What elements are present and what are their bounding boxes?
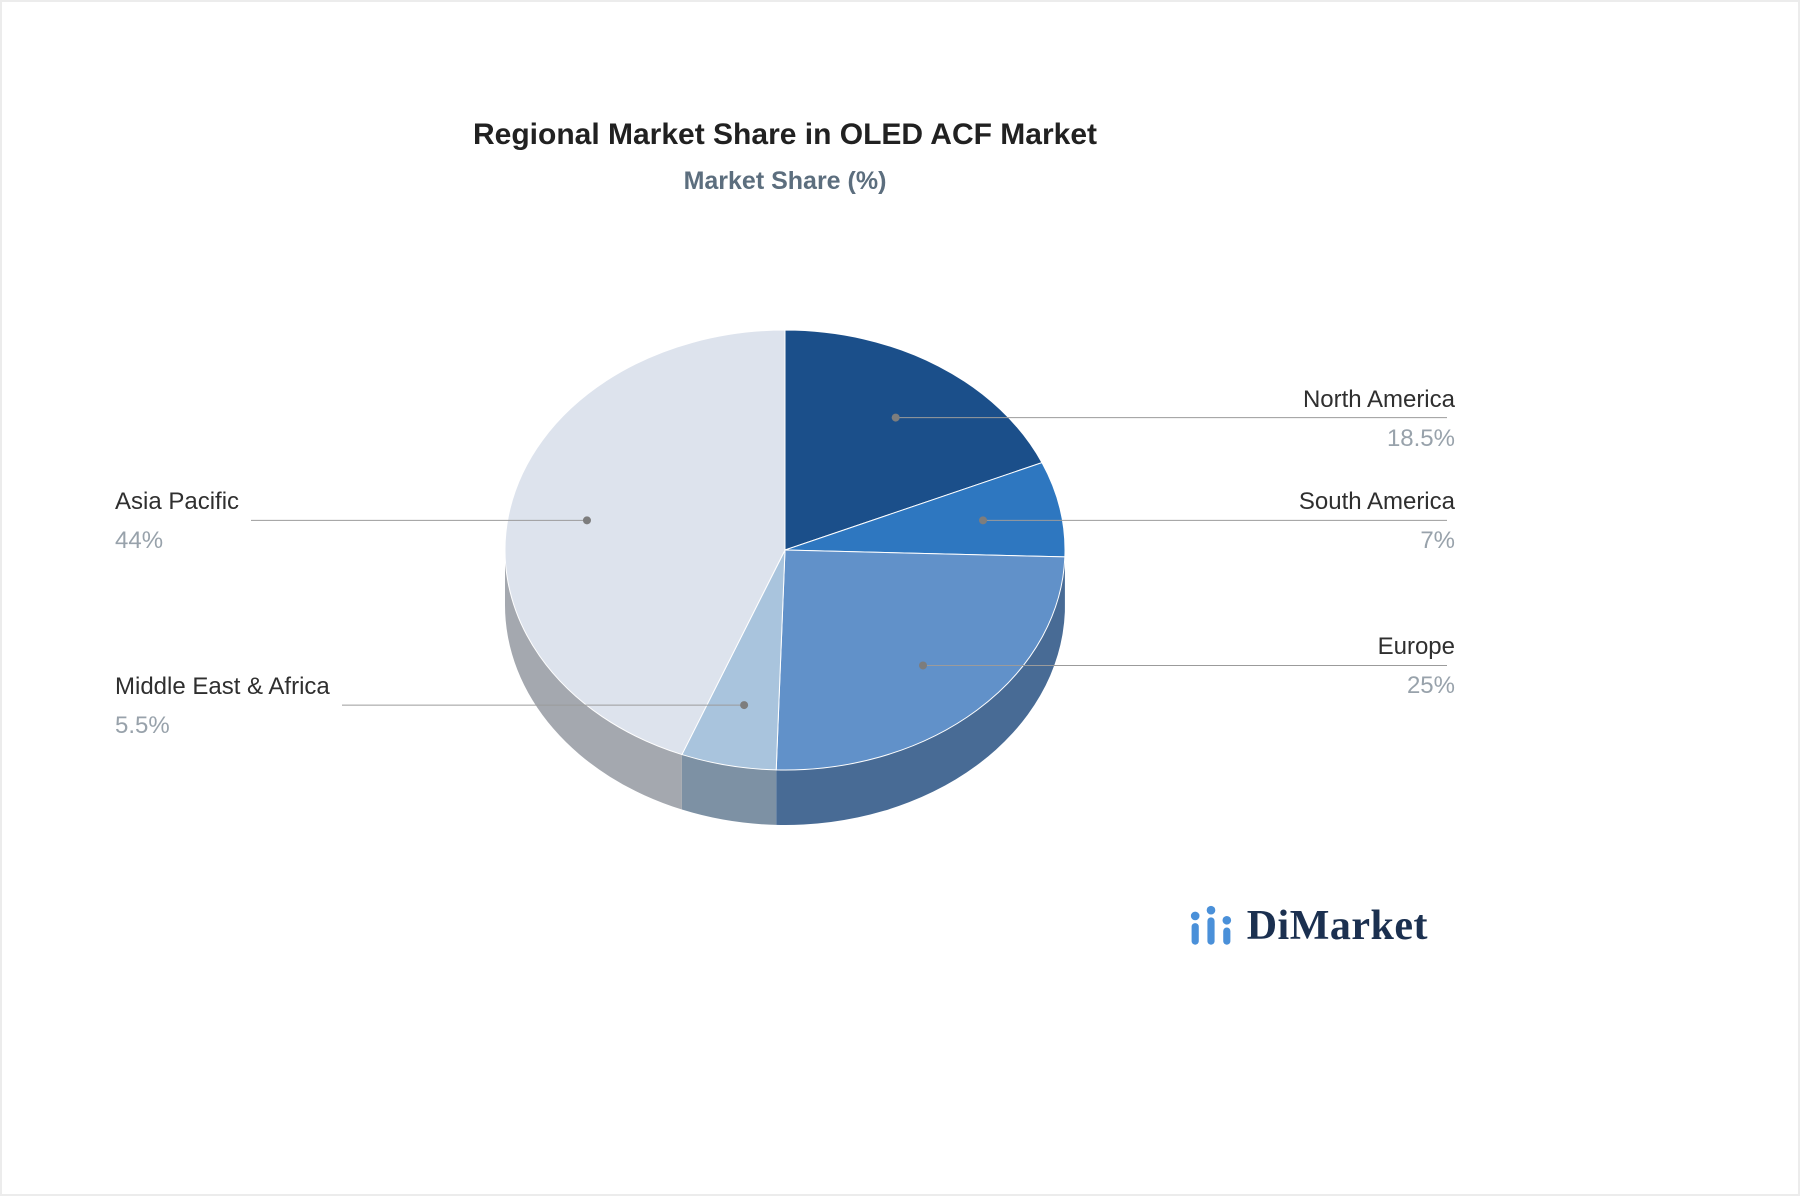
slice-label-north-america: North America 18.5%	[1303, 384, 1455, 455]
slice-label-europe: Europe 25%	[1378, 631, 1455, 702]
slice-label-value: 44%	[115, 527, 164, 555]
slice-label-value: 25%	[1406, 672, 1455, 700]
chart-subtitle: Market Share (%)	[683, 167, 887, 195]
dimarket-logo-icon	[1190, 905, 1231, 945]
slice-label-name: North America	[1302, 385, 1455, 413]
slice-label-name: Middle East & Africa	[115, 673, 330, 701]
label-connector-dot	[979, 516, 988, 525]
dimarket-logo: DiMarket	[1188, 902, 1428, 950]
label-connector-dot	[919, 661, 928, 670]
slice-label-value: 5.5%	[115, 712, 170, 740]
slice-label-value: 18.5%	[1386, 424, 1455, 452]
slice-label-middle-east-africa: Middle East & Africa 5.5%	[115, 671, 330, 742]
pie-slice-europe[interactable]	[775, 549, 1066, 771]
slice-label-name: South America	[1298, 488, 1455, 516]
pie-slice-side-europe	[776, 556, 1065, 825]
chart-title: Regional Market Share in OLED ACF Market	[472, 118, 1098, 151]
label-connector-dot	[740, 701, 749, 710]
dimarket-logo-text: DiMarket	[1246, 903, 1428, 949]
pie-slice-side-middle-east-africa	[681, 754, 777, 825]
slice-label-asia-pacific: Asia Pacific 44%	[115, 486, 239, 557]
slice-label-south-america: South America 7%	[1299, 486, 1455, 557]
pie-slice-south-america[interactable]	[784, 462, 1066, 558]
slice-label-value: 7%	[1420, 527, 1455, 555]
pie-slice-north-america[interactable]	[784, 329, 1043, 551]
label-connector-dot	[891, 413, 900, 422]
pie-slice-asia-pacific[interactable]	[504, 329, 786, 756]
slice-label-name: Asia Pacific	[115, 488, 240, 516]
label-connector-dot	[582, 516, 591, 525]
slice-label-name: Europe	[1377, 633, 1455, 661]
pie-slice-side-asia-pacific	[505, 550, 682, 810]
